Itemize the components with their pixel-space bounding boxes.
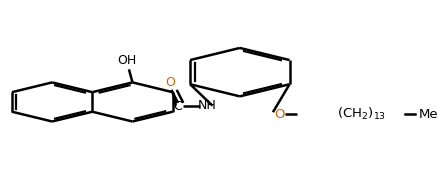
Text: C: C — [174, 100, 182, 113]
Text: O: O — [274, 108, 285, 121]
Text: NH: NH — [197, 99, 216, 112]
Text: O: O — [165, 76, 175, 89]
Text: OH: OH — [117, 54, 136, 67]
Text: (CH$_2$)$_{13}$: (CH$_2$)$_{13}$ — [337, 106, 386, 122]
Text: Me: Me — [419, 108, 438, 121]
